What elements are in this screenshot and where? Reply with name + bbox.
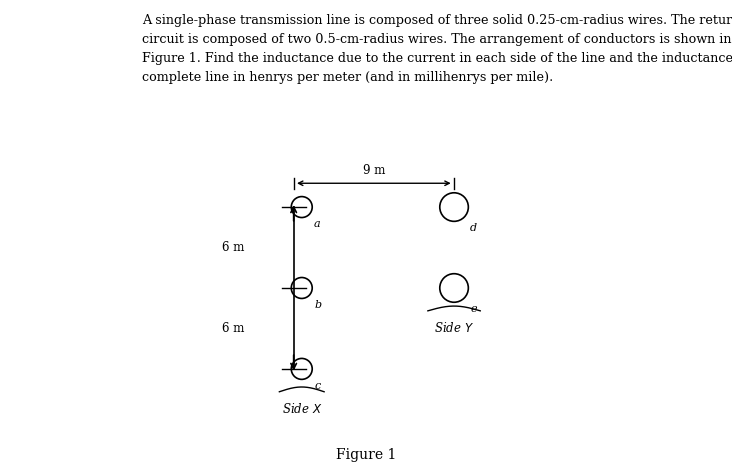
Text: Side $Y$: Side $Y$ [434, 321, 474, 335]
Text: 6 m: 6 m [223, 322, 244, 335]
Text: e: e [470, 304, 477, 314]
Text: 9 m: 9 m [362, 164, 385, 177]
Text: b: b [314, 300, 321, 310]
Text: a: a [314, 219, 321, 229]
Text: A single-phase transmission line is composed of three solid 0.25-cm-radius wires: A single-phase transmission line is comp… [142, 14, 732, 84]
Text: d: d [470, 223, 477, 233]
Text: Side $X$: Side $X$ [282, 402, 322, 416]
Text: Figure 1: Figure 1 [336, 448, 396, 462]
Text: 6 m: 6 m [223, 241, 244, 254]
Text: c: c [314, 381, 321, 391]
